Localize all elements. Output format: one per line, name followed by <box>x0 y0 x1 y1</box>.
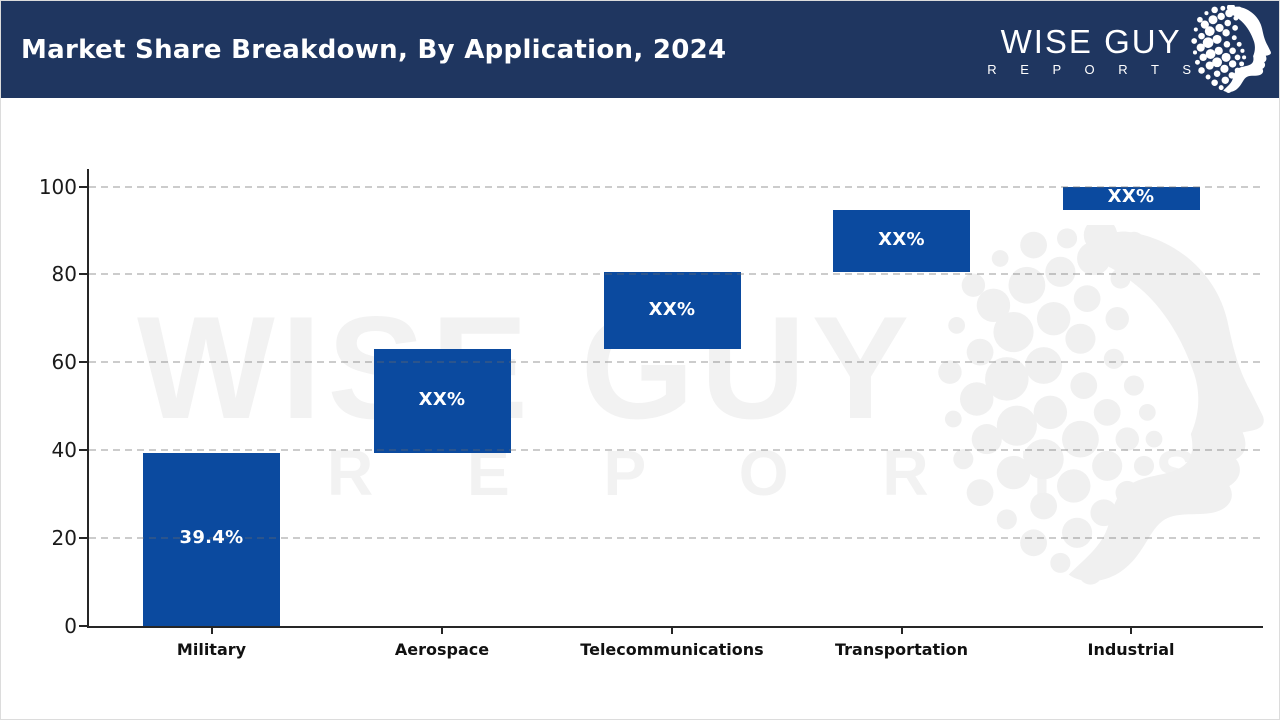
wiseguy-wordmark: WISE GUY R E P O R T S <box>981 23 1201 77</box>
y-tick-60 <box>79 361 87 364</box>
logo-line1: WISE GUY <box>1000 22 1182 60</box>
gridline-20 <box>89 537 1263 540</box>
y-tick-40 <box>79 449 87 452</box>
bar-value-label-aerospace: XX% <box>418 389 466 411</box>
x-tick-label-telecommunications: Telecommunications <box>580 640 764 659</box>
watermark-text-line1: WISE GUY <box>137 286 916 449</box>
header-bar: Market Share Breakdown, By Application, … <box>1 1 1279 98</box>
y-tick-0 <box>79 625 87 627</box>
x-tick-label-industrial: Industrial <box>1087 640 1175 659</box>
y-tick-label-100: 100 <box>38 174 77 199</box>
bar-value-label-industrial: XX% <box>1107 186 1155 208</box>
y-tick-20 <box>79 537 87 540</box>
y-tick-label-0: 0 <box>64 614 77 638</box>
bar-transportation <box>833 209 970 273</box>
bar-telecommunications <box>603 272 741 350</box>
gridline-60 <box>89 361 1263 364</box>
y-tick-80 <box>79 273 87 276</box>
y-axis-line <box>87 169 89 628</box>
x-tick-military <box>210 628 213 634</box>
x-tick-label-transportation: Transportation <box>834 640 969 659</box>
x-axis-line <box>87 626 1263 628</box>
bar-value-label-military: 39.4% <box>179 527 244 549</box>
x-tick-telecommunications <box>671 628 673 634</box>
bar-military <box>143 452 280 626</box>
bar-value-label-transportation: XX% <box>878 229 925 251</box>
wiseguy-logo: WISE GUY R E P O R T S <box>981 4 1275 95</box>
gridline-40 <box>89 449 1263 452</box>
y-tick-label-60: 60 <box>51 350 77 375</box>
logo-line2: R E P O R T S <box>987 61 1201 77</box>
x-tick-transportation <box>900 628 903 634</box>
x-tick-industrial <box>1130 628 1132 634</box>
chart-title: Market Share Breakdown, By Application, … <box>21 34 727 65</box>
bar-industrial <box>1062 186 1200 210</box>
gridline-100 <box>89 185 1263 188</box>
bar-value-label-telecommunications: XX% <box>648 298 696 320</box>
y-tick-label-40: 40 <box>51 438 77 463</box>
gridline-80 <box>89 273 1263 276</box>
x-tick-label-military: Military <box>176 640 247 659</box>
y-tick-100 <box>79 185 87 188</box>
x-tick-aerospace <box>441 628 443 634</box>
bar-aerospace <box>373 349 511 453</box>
y-tick-label-20: 20 <box>51 526 77 551</box>
x-tick-label-aerospace: Aerospace <box>394 640 490 659</box>
y-tick-label-80: 80 <box>51 262 77 287</box>
